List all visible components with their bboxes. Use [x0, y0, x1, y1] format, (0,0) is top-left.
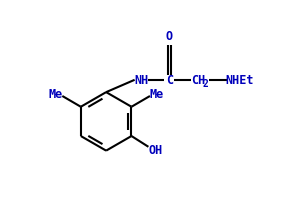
Text: 2: 2	[203, 79, 208, 89]
Text: NHEt: NHEt	[226, 74, 254, 87]
Text: Me: Me	[48, 88, 63, 101]
Text: Me: Me	[150, 88, 164, 101]
Text: OH: OH	[148, 143, 163, 156]
Text: NH: NH	[135, 74, 149, 87]
Text: CH: CH	[191, 74, 206, 87]
Text: O: O	[166, 30, 173, 43]
Text: C: C	[166, 74, 173, 87]
